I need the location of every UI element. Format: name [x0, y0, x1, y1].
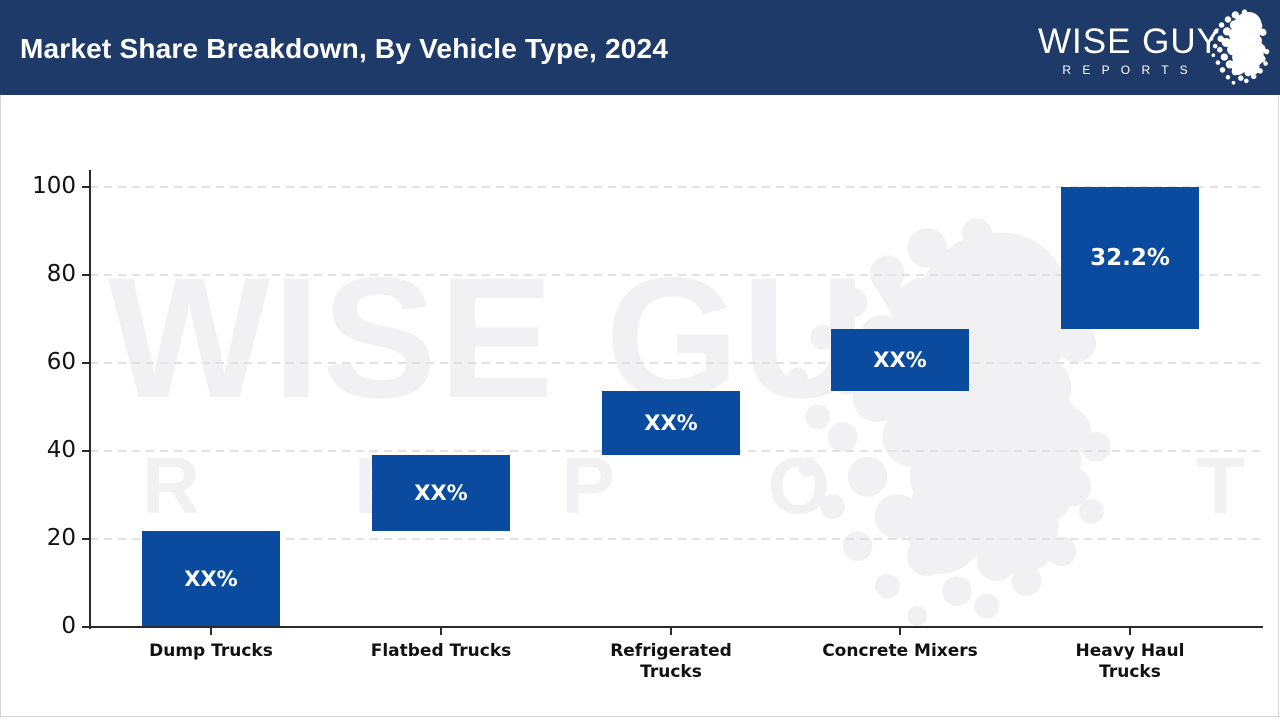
page-border-left: [0, 95, 1, 717]
x-tick: [670, 627, 672, 635]
x-axis-label: Heavy Haul Trucks: [1075, 641, 1185, 682]
y-tick-label-100: 100: [32, 173, 76, 199]
y-tick-100: [82, 186, 90, 188]
x-tick: [210, 627, 212, 635]
y-tick-label-40: 40: [46, 436, 76, 463]
gridline-60: [90, 361, 1263, 364]
gridline-80: [90, 273, 1263, 276]
y-axis-line: [89, 170, 91, 629]
page-border-bottom: [0, 716, 1280, 717]
bar-segment: XX%: [142, 531, 280, 627]
y-tick-80: [82, 273, 90, 276]
x-axis-label: Concrete Mixers: [822, 641, 978, 661]
x-tick: [899, 627, 901, 635]
bar-segment: 32.2%: [1061, 187, 1199, 329]
y-tick-20: [82, 537, 90, 540]
x-axis-label: Flatbed Trucks: [370, 641, 512, 661]
bar-value-label: XX%: [414, 480, 468, 505]
bar-segment: XX%: [372, 454, 510, 532]
page-title: Market Share Breakdown, By Vehicle Type,…: [20, 33, 669, 64]
page-border-right: [1278, 95, 1279, 717]
bar-value-label: XX%: [644, 411, 698, 435]
bar-segment: XX%: [831, 328, 969, 392]
x-axis-label: Dump Trucks: [149, 641, 273, 661]
gridline-20: [90, 537, 1263, 540]
y-tick-label-60: 60: [46, 348, 76, 375]
bar-segment: XX%: [602, 391, 740, 455]
y-tick-label-20: 20: [46, 524, 76, 551]
x-axis-line: [89, 625, 1263, 628]
logo-wordmark: WISE GUY: [1038, 22, 1222, 61]
gridline-100: [90, 186, 1263, 188]
logo-subtitle: R E P O R T S: [1062, 63, 1192, 77]
y-tick-label-0: 0: [61, 612, 76, 639]
header-bar: Market Share Breakdown, By Vehicle Type,…: [0, 0, 1280, 95]
x-tick: [440, 627, 442, 635]
bar-value-label: XX%: [873, 347, 927, 372]
x-axis-label: Refrigerated Trucks: [610, 641, 732, 682]
bar-value-label: 32.2%: [1090, 244, 1170, 271]
y-tick-label-80: 80: [46, 260, 76, 287]
x-tick: [1129, 627, 1131, 635]
head-dots-icon: [1209, 9, 1270, 85]
y-tick-40: [82, 449, 90, 452]
y-tick-0: [82, 625, 90, 628]
y-tick-60: [82, 361, 90, 364]
bar-value-label: XX%: [184, 566, 238, 591]
